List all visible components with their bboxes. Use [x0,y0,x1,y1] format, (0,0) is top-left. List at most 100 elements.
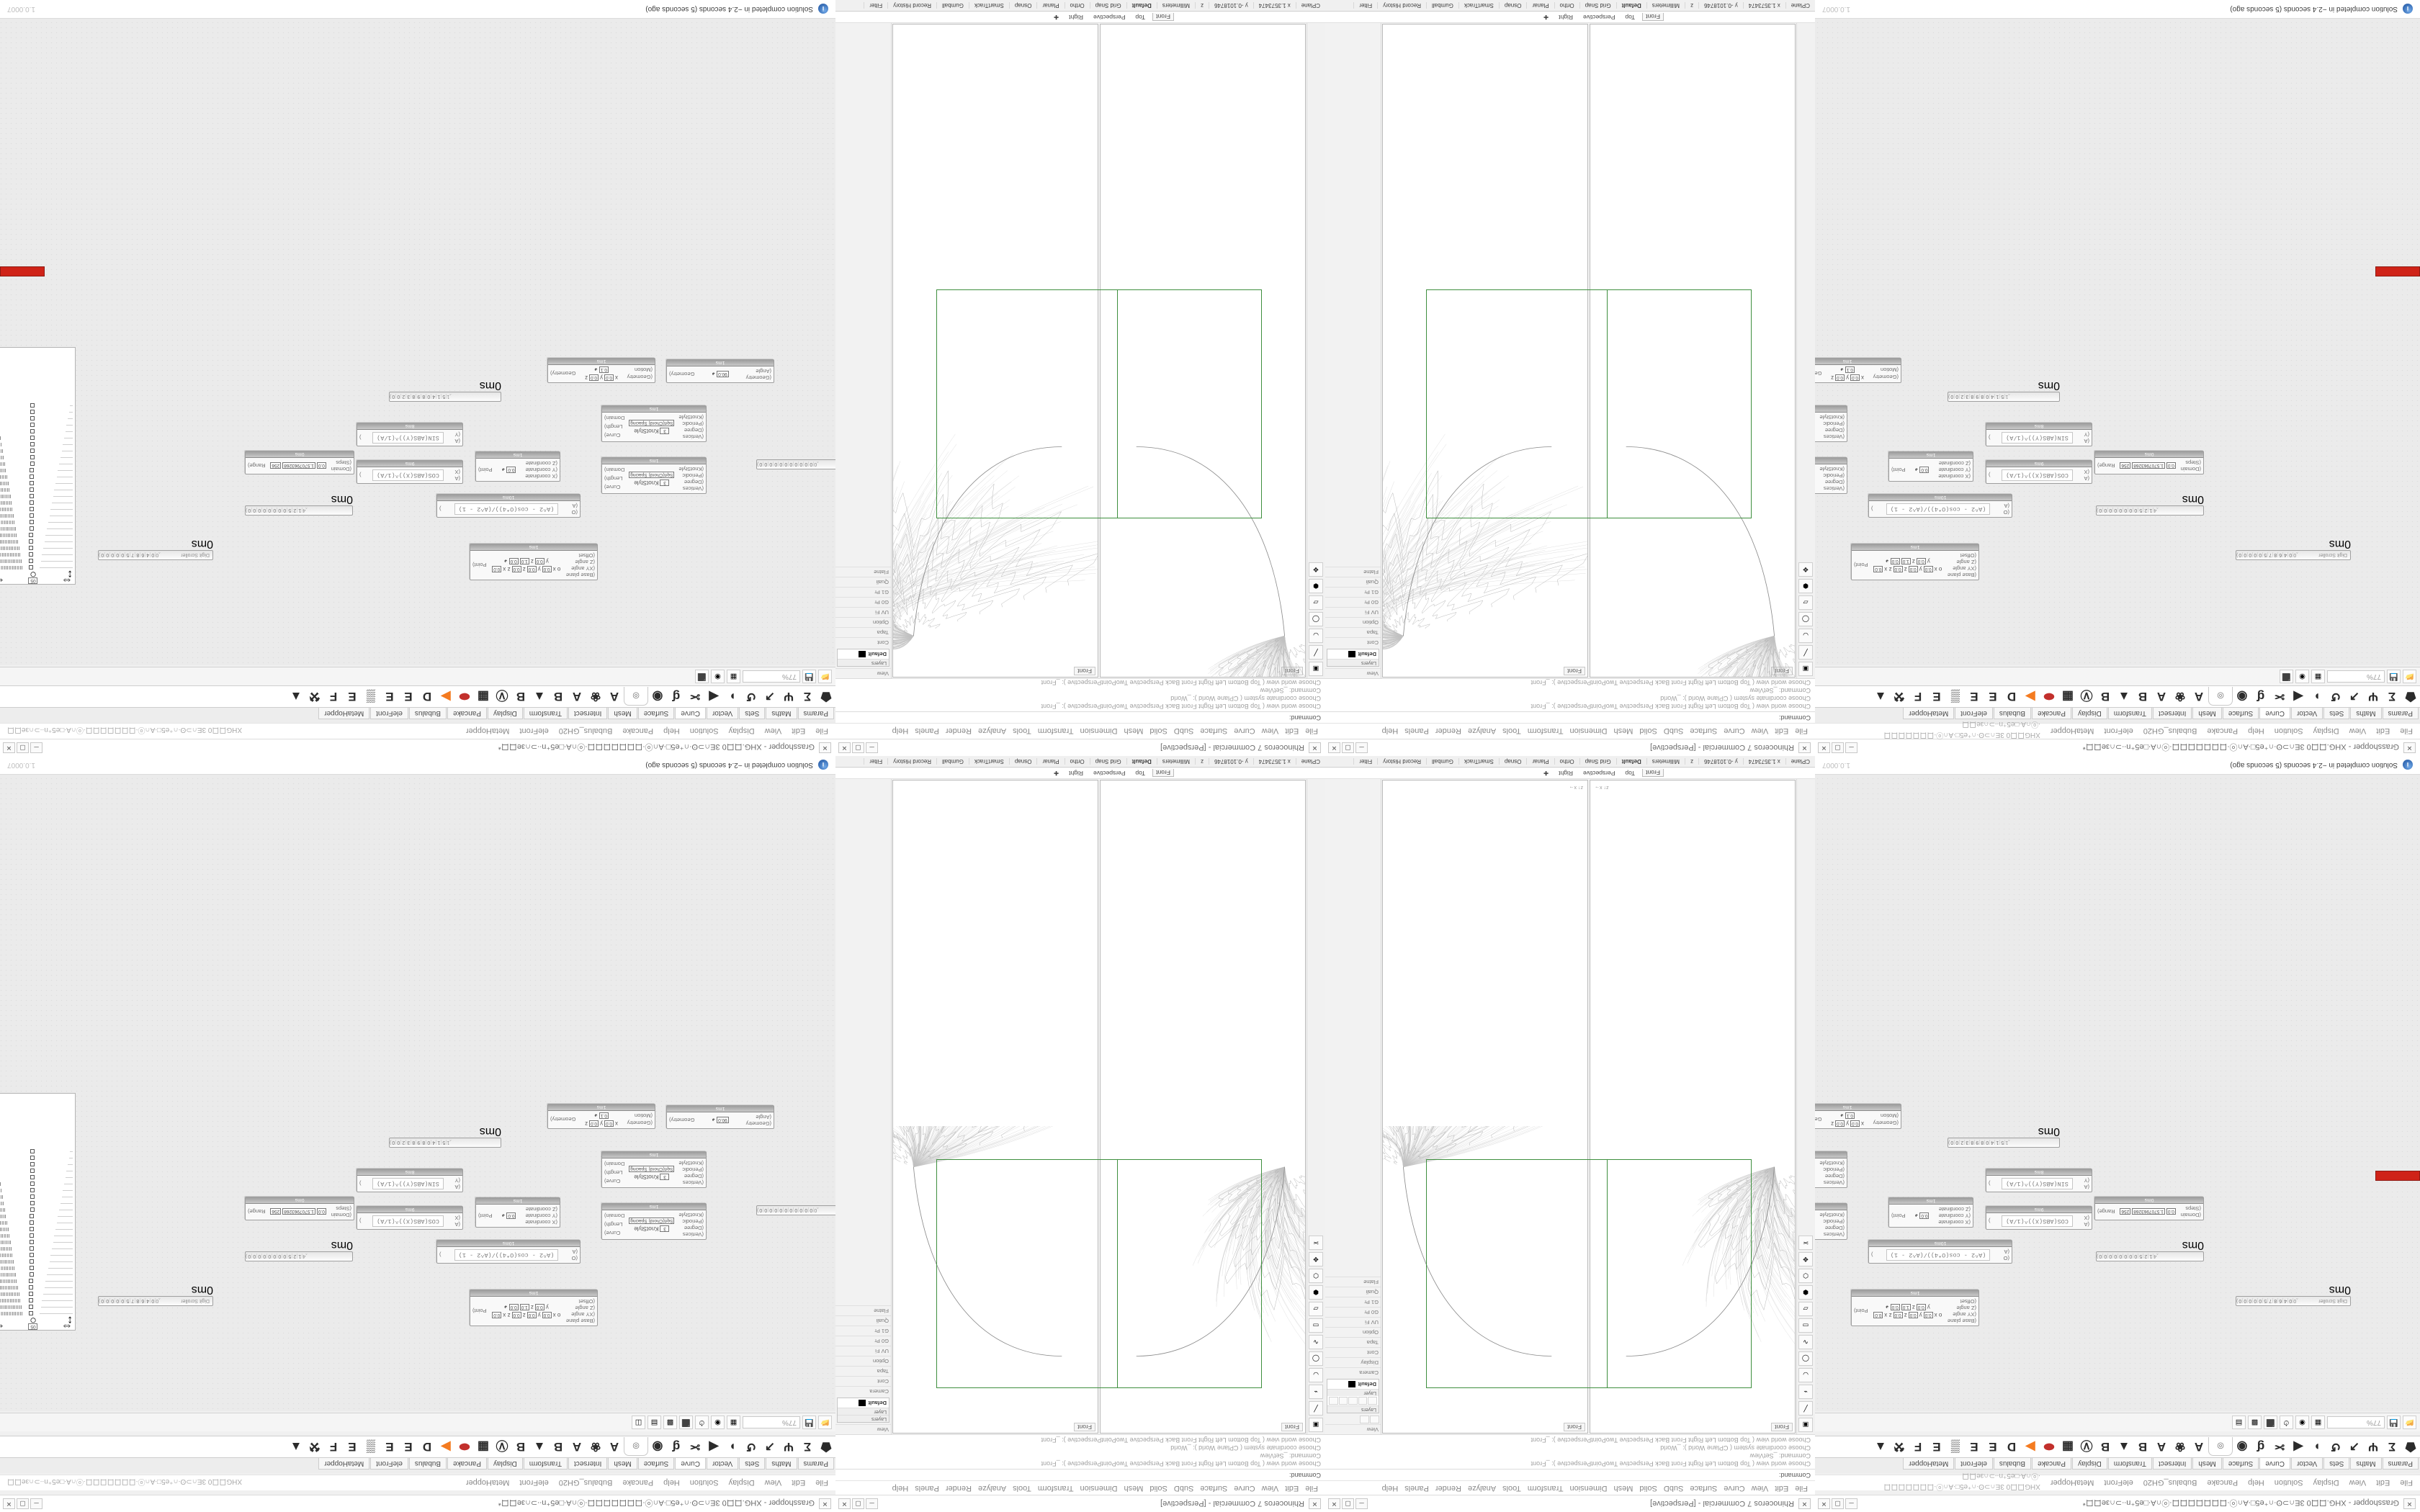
param-row[interactable] [0,1233,75,1239]
rhino-menu-item-edit[interactable]: Edit [1285,726,1299,736]
gh-ribbon-icon-r14[interactable]: E [348,1440,357,1454]
param-nub-icon[interactable]: ) [439,505,442,513]
gh-ribbon-icon-l4[interactable]: ↺ [2330,690,2341,704]
gh-component-nurbs-curve-1[interactable]: (Vertices(Degree(Periodic(KnotStyle3Knot… [1815,1203,1847,1240]
display-properties-list[interactable]: Cont Tapa Option UV Fi G0 Pr G1 Pr Quali Flatne [835,1305,891,1386]
solid-icon[interactable]: ⬢ [1309,1285,1323,1300]
gh-ribbon-icon-l5[interactable]: ◗ [728,690,737,704]
property-row-g1-pr[interactable]: G1 Pr [835,587,891,597]
rhino-menu-item-surface[interactable]: Surface [1690,726,1718,736]
param-nub-icon[interactable]: ) [2236,552,2238,558]
gh-ribbon-icon-r7[interactable]: ▦ [477,690,490,704]
slider-digit[interactable]: 0 [2238,552,2244,558]
gh-ribbon-icon-r5[interactable]: B [2100,690,2110,704]
layers-panel[interactable]: Layers Layer Default [837,1398,889,1423]
value-field[interactable]: 3 [660,428,670,434]
param-nub-icon[interactable]: ) [604,432,606,439]
minimize-icon[interactable]: ─ [30,742,42,753]
input-param[interactable]: (XY angle [1953,1311,1976,1318]
output-param[interactable]: Geometry) [550,371,575,377]
gh-menu-item-elefront[interactable]: eleFront [2104,1478,2133,1488]
rhino-menu-item-surface[interactable]: Surface [1200,1484,1228,1493]
rhino-menu-item-help[interactable]: Help [892,726,909,736]
slider-digit[interactable]: 1 [2148,1254,2154,1259]
slider-digit[interactable]: 5 [2138,1254,2144,1259]
value-field[interactable]: 0.0 [2166,462,2176,469]
gh-ribbon-icon-r16[interactable]: ⚒ [309,1440,321,1454]
rhino-menu-item-help[interactable]: Help [1381,1484,1399,1493]
output-param[interactable]: Curve) [604,1230,621,1237]
gh-component-range[interactable]: (Domain (Steps 0.0 1.5707963268 256 Range) 0ms [2094,451,2204,474]
param-nub-icon[interactable]: ( [2199,466,2202,472]
rhino-menu-item-analyze[interactable]: Analyze [1467,726,1497,736]
gh-ribbon-icon-r12[interactable]: E [1970,690,1978,704]
gh-ribbon-icon-l7[interactable]: ✂ [689,690,701,704]
input-param[interactable]: (Vertices [1824,1231,1845,1238]
param-nub-icon[interactable]: ( [1896,374,1899,381]
gh-tab-metahopper[interactable]: MetaHopper [1903,708,1955,719]
status-cell-osnap[interactable]: Osnap [1008,2,1037,9]
slider-digit[interactable]: 0 [804,462,810,467]
slider-digit[interactable]: 4 [145,552,151,558]
gh-ribbon-icon-r2[interactable]: A [572,1440,582,1454]
param-nub-icon[interactable]: ( [575,503,578,509]
slider-digit[interactable]: 0 [758,1207,764,1213]
input-param[interactable]: (Periodic [682,1218,704,1225]
param-nub-icon[interactable]: ) [359,1218,362,1225]
gh-tab-metahopper[interactable]: MetaHopper [318,1458,370,1470]
slider-digit[interactable]: 0 [151,552,156,558]
input-param[interactable]: (A [2084,438,2089,444]
slider-digit[interactable]: 0 [2098,508,2104,513]
input-param[interactable]: (A [454,1221,460,1228]
param-nub-icon[interactable]: ( [458,438,461,444]
status-cell-default[interactable]: Default [1126,2,1157,9]
open-folder-icon[interactable]: 📂 [818,670,832,683]
slider-digit[interactable]: 1 [297,1254,303,1259]
arc-icon[interactable]: ◡ [1309,1368,1323,1382]
status-cell-record-history[interactable]: Record History [1377,2,1427,9]
expression-text[interactable]: (A^2 - cos(O*4))/(A^2 - 1) [1886,1249,1991,1261]
rhino-menu-item-curve[interactable]: Curve [1234,726,1255,736]
gh-ribbon-icon-r6[interactable]: Ⓥ [2080,1439,2093,1452]
slider-digit[interactable]: 0 [758,462,764,467]
output-param[interactable]: Curve) [604,1179,621,1185]
gh-menu-item-help[interactable]: Help [663,1478,680,1488]
input-param[interactable]: (XY angle [571,565,595,572]
param-checkbox[interactable] [30,1240,35,1245]
param-nub-icon[interactable]: ) [604,1178,606,1185]
gh-ribbon-icon-l0[interactable]: ⬟ [820,1440,832,1454]
param-nub-icon[interactable]: ) [248,1208,250,1215]
gh-tab-metahopper[interactable]: MetaHopper [318,708,370,719]
param-checkbox[interactable] [30,455,35,460]
status-cell-y-0-1018746[interactable]: y -0.1018746 [1698,2,1743,9]
rhino-menu-item-curve[interactable]: Curve [1234,1484,1255,1493]
bake-icon[interactable]: ⬛ [2264,1416,2277,1429]
param-nub-icon[interactable]: ( [1968,460,1971,467]
input-param[interactable]: (Degree [1825,1173,1845,1179]
value-field[interactable]: 0.0 [508,1304,519,1310]
param-nub-icon[interactable]: ) [1948,1140,1950,1146]
param-nub-icon[interactable]: ( [1974,559,1977,565]
param-checkbox[interactable] [30,500,34,505]
param-row[interactable] [0,1207,75,1213]
param-nub-icon[interactable]: ( [1842,466,1845,472]
rhino-menu-item-render[interactable]: Render [1435,1484,1461,1493]
gh-ribbon-icon-l9[interactable]: ◉ [2236,1440,2248,1454]
input-param[interactable]: (Vertices [683,433,704,440]
status-cell-cplane[interactable]: CPlane [1785,758,1815,765]
status-cell-default[interactable]: Default [1615,758,1646,765]
open-folder-icon[interactable]: 📂 [2403,1416,2416,1429]
slider-digit[interactable]: 0 [789,1207,794,1213]
output-param[interactable]: Geometry) [669,372,694,378]
gh-menu-item-display[interactable]: Display [2313,1478,2339,1488]
slider-digit[interactable]: 0 [2243,552,2249,558]
slider-digit[interactable]: 0 [2128,508,2134,513]
gh-menu-item-help[interactable]: Help [2248,1478,2264,1488]
param-checkbox[interactable] [30,1182,35,1187]
gh-ribbon-icon-r10[interactable]: D [2007,1440,2017,1454]
line-icon[interactable]: ╱ [1798,645,1813,660]
value-field[interactable]: 1.0 [1901,1304,1911,1310]
param-nub-icon[interactable]: ) [550,1116,552,1123]
param-nub-icon[interactable]: ( [1842,1173,1845,1179]
